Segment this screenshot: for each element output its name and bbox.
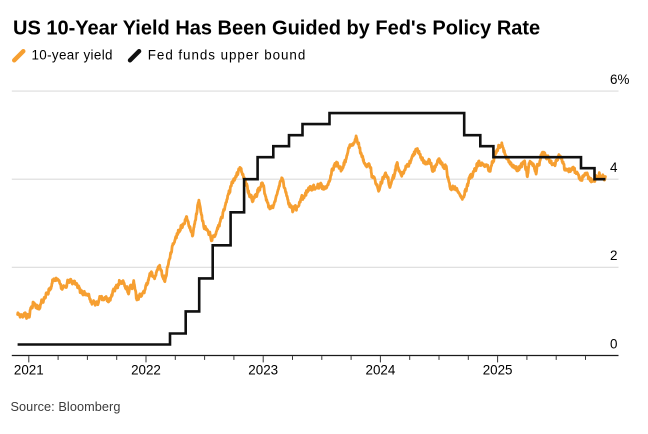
svg-text:Source: Bloomberg: Source: Bloomberg (11, 400, 121, 414)
svg-text:0: 0 (610, 336, 617, 351)
svg-text:Fed funds upper bound: Fed funds upper bound (148, 48, 306, 63)
svg-text:2: 2 (610, 248, 617, 263)
svg-text:2025: 2025 (483, 363, 513, 378)
svg-text:2024: 2024 (366, 363, 396, 378)
svg-text:6%: 6% (610, 72, 629, 87)
svg-text:2023: 2023 (248, 363, 278, 378)
svg-text:2021: 2021 (14, 363, 44, 378)
svg-text:US 10-Year Yield Has Been Guid: US 10-Year Yield Has Been Guided by Fed'… (13, 18, 540, 40)
svg-text:10-year yield: 10-year yield (32, 48, 113, 63)
svg-text:4: 4 (610, 160, 618, 175)
svg-text:2022: 2022 (131, 363, 161, 378)
